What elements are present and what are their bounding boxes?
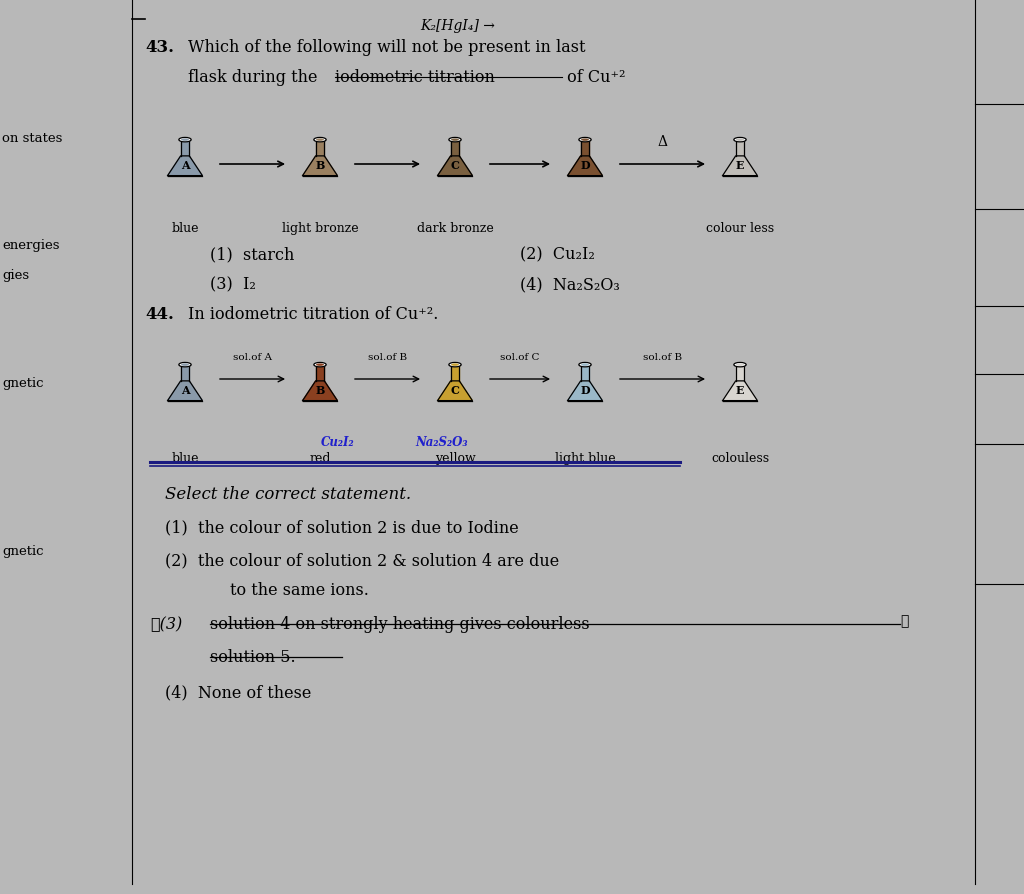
- Polygon shape: [451, 139, 460, 156]
- Ellipse shape: [734, 362, 746, 367]
- Text: (2)  the colour of solution 2 & solution 4 are due: (2) the colour of solution 2 & solution …: [165, 552, 559, 569]
- Ellipse shape: [734, 138, 746, 142]
- Polygon shape: [168, 156, 203, 175]
- Ellipse shape: [313, 362, 327, 367]
- Text: D: D: [581, 160, 590, 171]
- Text: C: C: [451, 384, 460, 396]
- Text: sol.of B: sol.of B: [643, 353, 682, 362]
- Text: solution 4 on strongly heating gives colourless: solution 4 on strongly heating gives col…: [210, 616, 590, 633]
- Ellipse shape: [316, 363, 324, 366]
- Text: D: D: [581, 384, 590, 396]
- Text: gnetic: gnetic: [2, 545, 43, 559]
- Text: (1)  starch: (1) starch: [210, 246, 294, 263]
- Text: blue: blue: [171, 222, 199, 235]
- Text: (2)  Cu₂I₂: (2) Cu₂I₂: [520, 246, 595, 263]
- Text: (4)  Na₂S₂O₃: (4) Na₂S₂O₃: [520, 276, 620, 293]
- Polygon shape: [168, 381, 203, 401]
- Polygon shape: [437, 381, 472, 401]
- Polygon shape: [735, 365, 744, 381]
- Text: 43.: 43.: [145, 39, 174, 56]
- Text: sol.of C: sol.of C: [501, 353, 540, 362]
- Ellipse shape: [449, 362, 461, 367]
- Text: sol.of B: sol.of B: [368, 353, 408, 362]
- Polygon shape: [735, 139, 744, 156]
- Polygon shape: [723, 381, 758, 401]
- Ellipse shape: [579, 362, 591, 367]
- Ellipse shape: [179, 138, 191, 142]
- Ellipse shape: [581, 139, 589, 141]
- Text: Cu₂I₂: Cu₂I₂: [322, 436, 354, 449]
- Text: 44.: 44.: [145, 306, 174, 323]
- Polygon shape: [315, 139, 325, 156]
- Text: Na₂S₂O₃: Na₂S₂O₃: [416, 436, 468, 449]
- Text: flask during the: flask during the: [188, 69, 323, 86]
- Text: ✓: ✓: [900, 614, 908, 628]
- Ellipse shape: [736, 363, 744, 366]
- Polygon shape: [180, 139, 189, 156]
- Text: blue: blue: [171, 452, 199, 465]
- Text: on states: on states: [2, 132, 62, 146]
- Text: E: E: [736, 384, 744, 396]
- Polygon shape: [303, 156, 337, 175]
- Text: light blue: light blue: [555, 452, 615, 465]
- Text: to the same ions.: to the same ions.: [230, 582, 369, 599]
- Polygon shape: [567, 381, 602, 401]
- Ellipse shape: [179, 362, 191, 367]
- Polygon shape: [303, 381, 337, 401]
- Polygon shape: [180, 365, 189, 381]
- Text: gnetic: gnetic: [2, 377, 43, 391]
- Text: ✓(3): ✓(3): [150, 616, 182, 633]
- Text: Δ: Δ: [657, 135, 668, 149]
- Ellipse shape: [313, 138, 327, 142]
- Text: solution 5.: solution 5.: [210, 649, 296, 666]
- Polygon shape: [567, 156, 602, 175]
- Ellipse shape: [736, 139, 744, 141]
- Ellipse shape: [181, 139, 189, 141]
- Text: (3)  I₂: (3) I₂: [210, 276, 256, 293]
- Text: energies: energies: [2, 240, 59, 252]
- Polygon shape: [437, 156, 472, 175]
- Ellipse shape: [581, 363, 589, 366]
- Text: dark bronze: dark bronze: [417, 222, 494, 235]
- Text: colour less: colour less: [706, 222, 774, 235]
- Polygon shape: [581, 139, 590, 156]
- Text: of Cu⁺²: of Cu⁺²: [562, 69, 626, 86]
- Text: In iodometric titration of Cu⁺².: In iodometric titration of Cu⁺².: [188, 306, 438, 323]
- Text: yellow: yellow: [434, 452, 475, 465]
- Text: (4)  None of these: (4) None of these: [165, 684, 311, 701]
- Text: B: B: [315, 384, 325, 396]
- Text: A: A: [180, 160, 189, 171]
- Ellipse shape: [181, 363, 189, 366]
- Polygon shape: [451, 365, 460, 381]
- Ellipse shape: [316, 139, 324, 141]
- Text: K₂[HgI₄] →: K₂[HgI₄] →: [420, 19, 495, 33]
- Polygon shape: [723, 156, 758, 175]
- Text: Which of the following will not be present in last: Which of the following will not be prese…: [188, 39, 586, 56]
- Text: E: E: [736, 160, 744, 171]
- Text: sol.of A: sol.of A: [233, 353, 272, 362]
- Text: colouless: colouless: [711, 452, 769, 465]
- Polygon shape: [581, 365, 590, 381]
- Ellipse shape: [451, 139, 459, 141]
- Text: A: A: [180, 384, 189, 396]
- Text: light bronze: light bronze: [282, 222, 358, 235]
- Ellipse shape: [449, 138, 461, 142]
- Text: Select the correct statement.: Select the correct statement.: [165, 486, 411, 503]
- Text: B: B: [315, 160, 325, 171]
- Text: red: red: [309, 452, 331, 465]
- Ellipse shape: [451, 363, 459, 366]
- Ellipse shape: [579, 138, 591, 142]
- Text: gies: gies: [2, 269, 29, 283]
- Text: (1)  the colour of solution 2 is due to Iodine: (1) the colour of solution 2 is due to I…: [165, 519, 519, 536]
- Text: iodometric titration: iodometric titration: [335, 69, 495, 86]
- Polygon shape: [315, 365, 325, 381]
- Text: C: C: [451, 160, 460, 171]
